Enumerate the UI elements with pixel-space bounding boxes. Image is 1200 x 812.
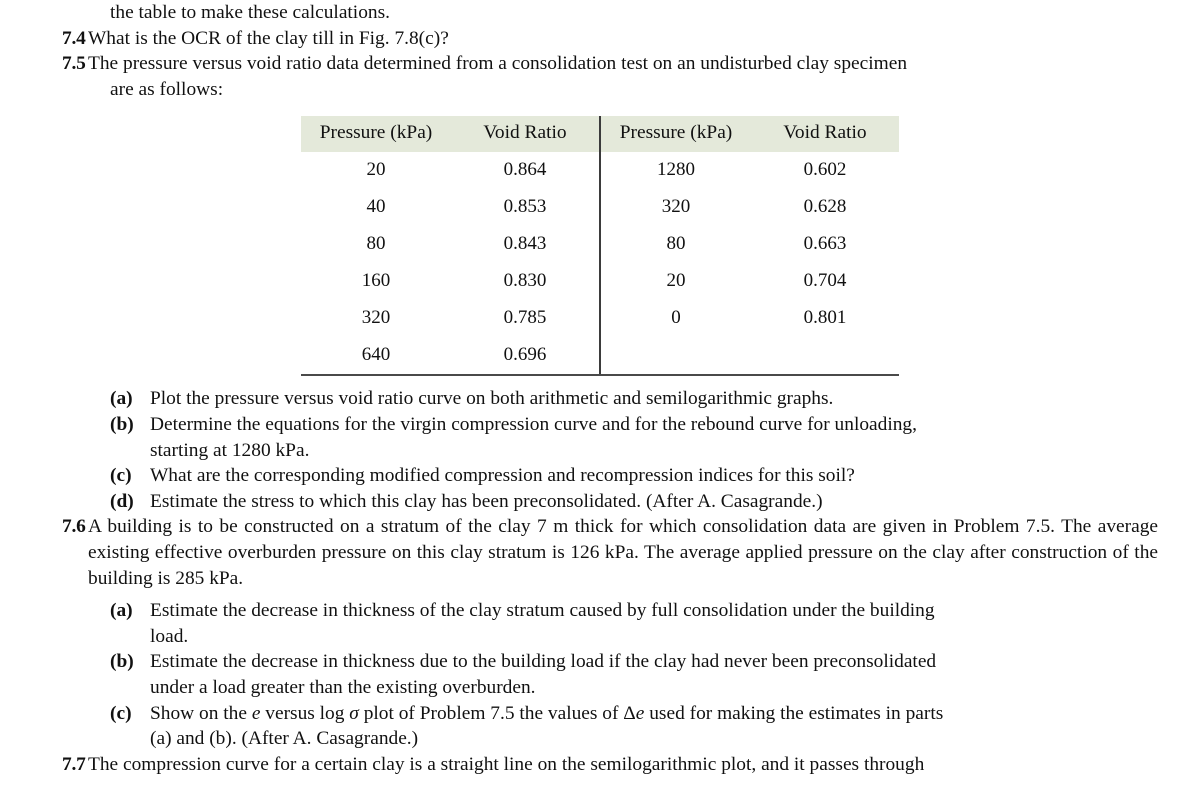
- symbol-sigma: σ: [349, 702, 359, 724]
- sub-item-7-5-d: (d) Estimate the stress to which this cl…: [110, 489, 1160, 515]
- table-row: 640 0.696: [301, 337, 899, 377]
- cell-pressure-right: 0: [599, 300, 751, 338]
- sub-item-letter: (a): [110, 388, 133, 410]
- sub-item-text: Plot the pressure versus void ratio curv…: [150, 388, 834, 410]
- cell-pressure-left: 160: [361, 270, 391, 292]
- cell-pressure-right: 320: [599, 189, 751, 227]
- problem-text: A building is to be constructed on a str…: [88, 516, 1158, 589]
- problem-number: 7.5: [62, 53, 86, 75]
- problem-7-5: 7.5 The pressure versus void ratio data …: [40, 51, 1160, 77]
- problem-7-7: 7.7 The compression curve for a certain …: [40, 752, 1160, 778]
- cell-void-left: 0.830: [503, 270, 547, 292]
- sub-item-text-part1: Show on the: [150, 702, 252, 724]
- sub-item-7-6-a: (a) Estimate the decrease in thickness o…: [110, 598, 1160, 624]
- cell-pressure-right: 80: [599, 226, 751, 264]
- table-row: 80 0.843 80 0.663: [301, 226, 899, 264]
- problem-text: The compression curve for a certain clay…: [88, 753, 925, 775]
- cell-pressure-left: 40: [366, 196, 386, 218]
- sub-item-text-part3: plot of Problem 7.5 the values of Δ: [358, 702, 636, 724]
- consolidation-data-table-wrapper: Pressure (kPa) Void Ratio Pressure (kPa)…: [40, 116, 1160, 377]
- problem-7-6: 7.6 A building is to be constructed on a…: [40, 514, 1160, 591]
- cell-pressure-left: 640: [301, 337, 451, 377]
- cell-pressure-right: 1280: [599, 152, 751, 190]
- table-row: 40 0.853 320 0.628: [301, 189, 899, 227]
- cell-void-right: 0.801: [803, 307, 847, 329]
- problem-7-5-continuation: are as follows:: [110, 78, 224, 100]
- header-void-ratio-right: Void Ratio: [751, 116, 899, 153]
- header-pressure-right: Pressure (kPa): [599, 116, 751, 153]
- sub-item-text: Estimate the decrease in thickness of th…: [150, 600, 935, 622]
- header-void-ratio-left: Void Ratio: [451, 116, 600, 153]
- cell-pressure-left: 80: [366, 233, 386, 255]
- sub-item-text: Determine the equations for the virgin c…: [150, 413, 917, 435]
- table-body: 20 0.864 1280 0.602 40 0.853 320 0.628 8…: [301, 152, 899, 377]
- sub-item-letter: (a): [110, 600, 133, 622]
- cell-pressure-left: 20: [366, 159, 386, 181]
- sub-item-text: What are the corresponding modified comp…: [150, 465, 855, 487]
- sub-item-letter: (b): [110, 413, 134, 435]
- sub-item-7-5-b: (b) Determine the equations for the virg…: [110, 412, 1160, 438]
- problem-number: 7.7: [62, 753, 86, 775]
- cell-void-left: 0.843: [503, 233, 547, 255]
- problem-text: The pressure versus void ratio data dete…: [88, 53, 908, 75]
- cell-pressure-right: 20: [599, 263, 751, 301]
- cell-void-right: [751, 337, 899, 377]
- cell-void-right: 0.602: [803, 159, 847, 181]
- sub-item-letter: (b): [110, 651, 134, 673]
- problem-text: What is the OCR of the clay till in Fig.…: [88, 27, 449, 49]
- sub-item-7-5-b-continuation: starting at 1280 kPa.: [150, 439, 310, 461]
- cell-void-right: 0.663: [803, 233, 847, 255]
- sub-item-7-6-c-continuation: (a) and (b). (After A. Casagrande.): [150, 728, 419, 750]
- sub-item-text: Estimate the decrease in thickness due t…: [150, 651, 937, 673]
- problem-number: 7.6: [62, 516, 86, 538]
- sub-item-7-5-a: (a) Plot the pressure versus void ratio …: [110, 386, 1160, 412]
- table-row: 20 0.864 1280 0.602: [301, 152, 899, 190]
- cell-void-left: 0.785: [503, 307, 547, 329]
- cell-void-right: 0.704: [803, 270, 847, 292]
- table-header: Pressure (kPa) Void Ratio Pressure (kPa)…: [301, 116, 899, 153]
- symbol-void-ratio: e: [251, 702, 261, 724]
- sub-item-7-6-a-continuation: load.: [150, 625, 189, 647]
- table-row: 320 0.785 0 0.801: [301, 300, 899, 338]
- cell-void-left: 0.853: [503, 196, 547, 218]
- sub-item-7-6-b: (b) Estimate the decrease in thickness d…: [110, 649, 1160, 675]
- sub-item-text-part4: used for making the estimates in parts: [644, 702, 944, 724]
- sub-item-text-part2: versus log: [260, 702, 350, 724]
- consolidation-data-table: Pressure (kPa) Void Ratio Pressure (kPa)…: [301, 116, 899, 377]
- sub-item-letter: (c): [110, 465, 132, 487]
- header-pressure-left: Pressure (kPa): [301, 116, 451, 153]
- problem-7-4: 7.4 What is the OCR of the clay till in …: [40, 26, 1160, 52]
- lead-continuation-line: the table to make these calculations.: [110, 2, 390, 23]
- cell-void-left: 0.696: [451, 337, 600, 377]
- cell-pressure-left: 320: [361, 307, 391, 329]
- sub-item-letter: (c): [110, 702, 132, 724]
- sub-item-7-5-c: (c) What are the corresponding modified …: [110, 463, 1160, 489]
- cell-void-left: 0.864: [503, 159, 547, 181]
- sub-item-text: Show on the e versus log σ plot of Probl…: [150, 701, 1160, 727]
- cell-pressure-right: [599, 337, 751, 377]
- sub-item-7-6-c: (c) Show on the e versus log σ plot of P…: [110, 701, 1160, 727]
- table-row: 160 0.830 20 0.704: [301, 263, 899, 301]
- table-header-row: Pressure (kPa) Void Ratio Pressure (kPa)…: [301, 116, 899, 153]
- symbol-delta-e: e: [635, 702, 645, 724]
- cell-void-right: 0.628: [803, 196, 847, 218]
- problem-number: 7.4: [62, 27, 86, 49]
- sub-item-7-6-b-continuation: under a load greater than the existing o…: [150, 676, 536, 698]
- sub-item-letter: (d): [110, 490, 134, 512]
- sub-item-text: Estimate the stress to which this clay h…: [150, 490, 823, 512]
